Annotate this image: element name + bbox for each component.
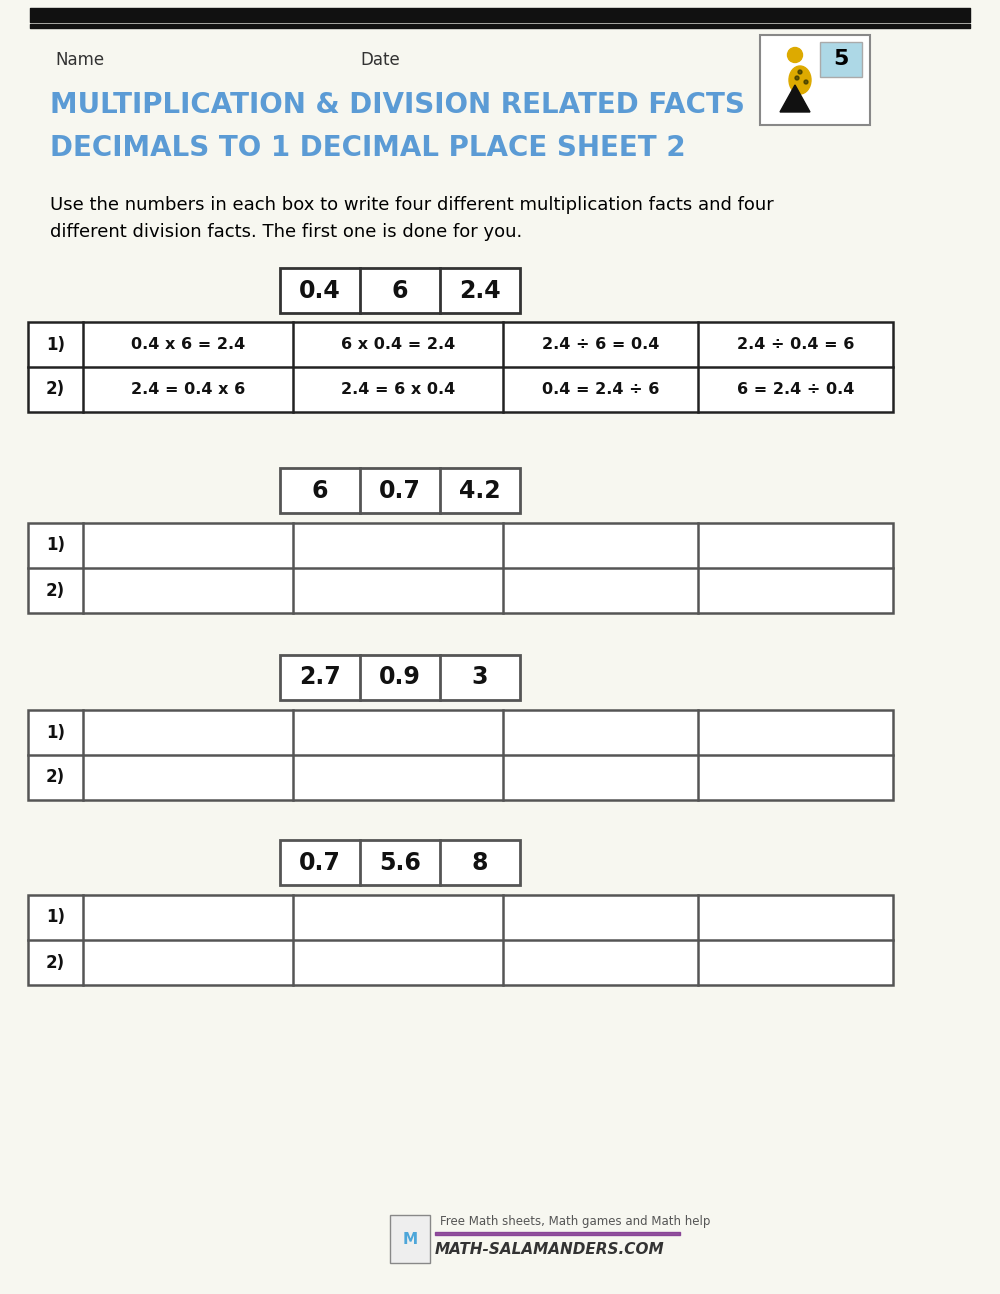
Text: 0.7: 0.7 <box>299 850 341 875</box>
Text: 2): 2) <box>46 380 65 399</box>
Text: 0.9: 0.9 <box>379 665 421 690</box>
Text: 5: 5 <box>833 49 849 69</box>
Text: 2.4 ÷ 6 = 0.4: 2.4 ÷ 6 = 0.4 <box>542 336 659 352</box>
Text: Date: Date <box>360 50 400 69</box>
Bar <box>280 468 520 512</box>
Text: Free Math sheets, Math games and Math help: Free Math sheets, Math games and Math he… <box>440 1215 710 1228</box>
Ellipse shape <box>798 70 802 74</box>
Text: 2.4 ÷ 0.4 = 6: 2.4 ÷ 0.4 = 6 <box>737 336 854 352</box>
Bar <box>28 895 893 985</box>
Text: 1): 1) <box>46 908 65 927</box>
Text: 0.4 x 6 = 2.4: 0.4 x 6 = 2.4 <box>131 336 245 352</box>
Text: 6: 6 <box>392 278 408 303</box>
Text: MULTIPLICATION & DIVISION RELATED FACTS: MULTIPLICATION & DIVISION RELATED FACTS <box>50 91 745 119</box>
Text: 3: 3 <box>472 665 488 690</box>
Text: 1): 1) <box>46 723 65 741</box>
Bar <box>28 710 893 800</box>
Text: 2): 2) <box>46 954 65 972</box>
Bar <box>28 322 893 411</box>
Bar <box>28 523 893 613</box>
Ellipse shape <box>788 48 802 62</box>
Ellipse shape <box>789 66 811 94</box>
Text: 0.4: 0.4 <box>299 278 341 303</box>
Bar <box>390 1215 430 1263</box>
Text: 2.4 = 6 x 0.4: 2.4 = 6 x 0.4 <box>341 382 455 397</box>
Text: 2.7: 2.7 <box>299 665 341 690</box>
Text: different division facts. The first one is done for you.: different division facts. The first one … <box>50 223 522 241</box>
Text: 0.7: 0.7 <box>379 479 421 502</box>
Text: 1): 1) <box>46 537 65 555</box>
Bar <box>760 35 870 126</box>
Text: Name: Name <box>55 50 104 69</box>
Text: DECIMALS TO 1 DECIMAL PLACE SHEET 2: DECIMALS TO 1 DECIMAL PLACE SHEET 2 <box>50 135 686 162</box>
Text: 6: 6 <box>312 479 328 502</box>
Ellipse shape <box>795 76 799 80</box>
Text: 1): 1) <box>46 335 65 353</box>
Text: M: M <box>402 1232 418 1246</box>
Text: 5.6: 5.6 <box>379 850 421 875</box>
Text: MATH-SALAMANDERS.COM: MATH-SALAMANDERS.COM <box>435 1242 665 1258</box>
Text: Use the numbers in each box to write four different multiplication facts and fou: Use the numbers in each box to write fou… <box>50 195 774 214</box>
Text: 2): 2) <box>46 769 65 787</box>
Text: 6 = 2.4 ÷ 0.4: 6 = 2.4 ÷ 0.4 <box>737 382 854 397</box>
Text: 0.4 = 2.4 ÷ 6: 0.4 = 2.4 ÷ 6 <box>542 382 659 397</box>
Text: 8: 8 <box>472 850 488 875</box>
Bar <box>280 268 520 313</box>
Bar <box>280 840 520 885</box>
Bar <box>820 41 862 78</box>
Text: 6 x 0.4 = 2.4: 6 x 0.4 = 2.4 <box>341 336 455 352</box>
Text: 2.4: 2.4 <box>459 278 501 303</box>
Text: 2): 2) <box>46 581 65 599</box>
Ellipse shape <box>804 80 808 84</box>
Bar <box>280 655 520 700</box>
Text: 2.4 = 0.4 x 6: 2.4 = 0.4 x 6 <box>131 382 245 397</box>
Polygon shape <box>780 85 810 113</box>
Text: 4.2: 4.2 <box>459 479 501 502</box>
